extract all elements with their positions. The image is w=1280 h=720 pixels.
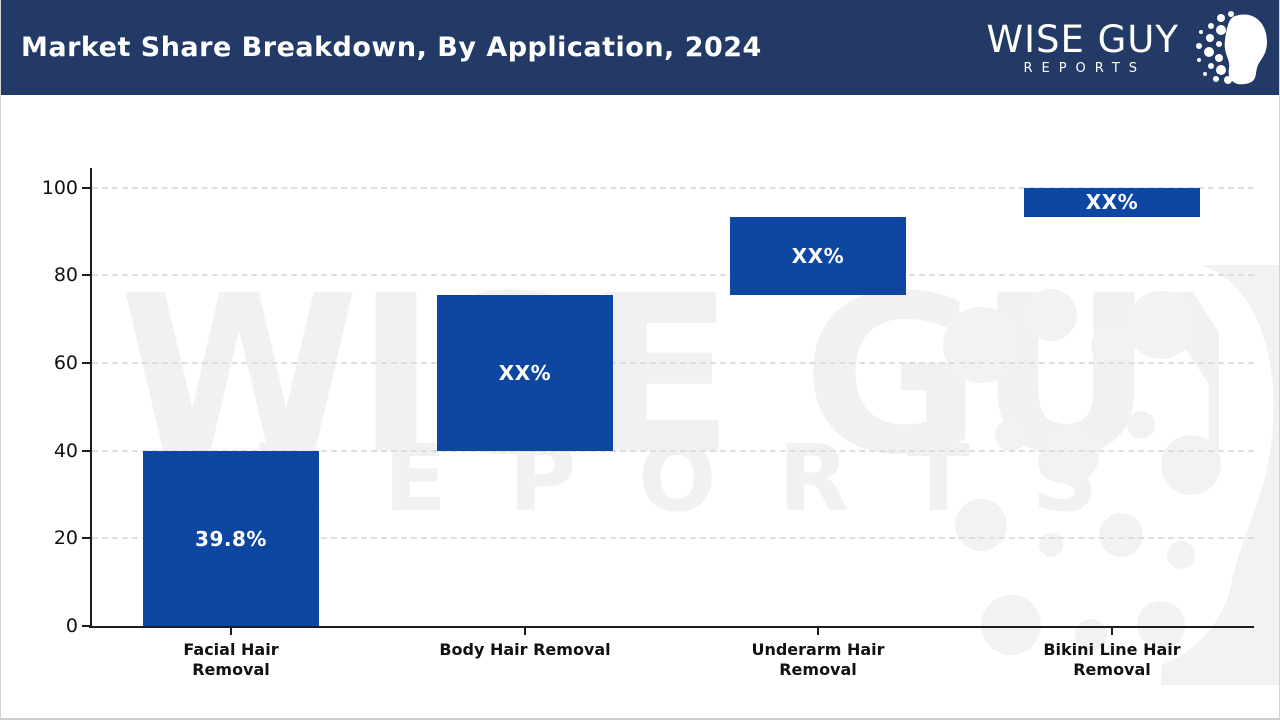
bar-value-label: XX%: [1085, 190, 1139, 215]
logo-face-icon: [1196, 11, 1267, 85]
bar-value-label: 39.8%: [195, 526, 267, 551]
chart-canvas: WISE GUY REPORTS 0 20 40 60 80 100 39.8% Facial…: [1, 95, 1279, 718]
x-axis-tick: [817, 628, 819, 635]
category-label: Bikini Line Hair Removal: [1043, 640, 1181, 679]
x-axis-spine: [89, 626, 1254, 628]
y-tick-label: 20: [53, 527, 78, 550]
y-tick-label: 80: [53, 264, 78, 287]
brand-logo-text: WISE GUY REPORTS: [987, 21, 1179, 76]
y-axis-tick: [82, 274, 90, 277]
x-axis-tick: [230, 628, 232, 635]
bar-value-label: XX%: [498, 361, 552, 386]
y-axis-tick: [82, 449, 90, 452]
header-bar: Market Share Breakdown, By Application, …: [1, 0, 1279, 95]
bar-1: 39.8%: [143, 451, 319, 626]
y-axis-tick: [82, 625, 90, 627]
category-label: Body Hair Removal: [439, 640, 611, 659]
y-axis-tick: [82, 361, 90, 364]
bar-value-label: XX%: [791, 243, 845, 268]
watermark-face-dots: [943, 265, 1279, 685]
category-label: Underarm Hair Removal: [751, 640, 885, 679]
y-tick-label: 0: [65, 615, 78, 637]
gridline: [92, 274, 1254, 277]
x-axis-tick: [524, 628, 526, 635]
watermark-text-2: REPORTS: [251, 425, 1151, 532]
gridline: [92, 449, 1254, 452]
gridline: [92, 186, 1254, 189]
page-title: Market Share Breakdown, By Application, …: [21, 32, 762, 63]
y-tick-label: 100: [41, 176, 78, 199]
x-axis-tick: [1111, 628, 1113, 635]
bar-4: XX%: [1024, 187, 1200, 217]
gridline: [92, 537, 1254, 540]
gridline: [92, 361, 1254, 364]
brand-name: WISE GUY: [986, 17, 1179, 61]
brand-logo: WISE GUY REPORTS: [987, 8, 1269, 88]
brand-subtitle: REPORTS: [1023, 60, 1147, 76]
y-axis-tick: [82, 537, 90, 540]
y-tick-label: 40: [53, 439, 78, 462]
y-axis-spine: [90, 168, 92, 628]
category-label: Facial Hair Removal: [183, 640, 279, 679]
y-tick-label: 60: [53, 351, 78, 374]
y-axis-tick: [82, 186, 90, 189]
bar-2: XX%: [437, 294, 613, 452]
bar-3: XX%: [730, 216, 906, 295]
